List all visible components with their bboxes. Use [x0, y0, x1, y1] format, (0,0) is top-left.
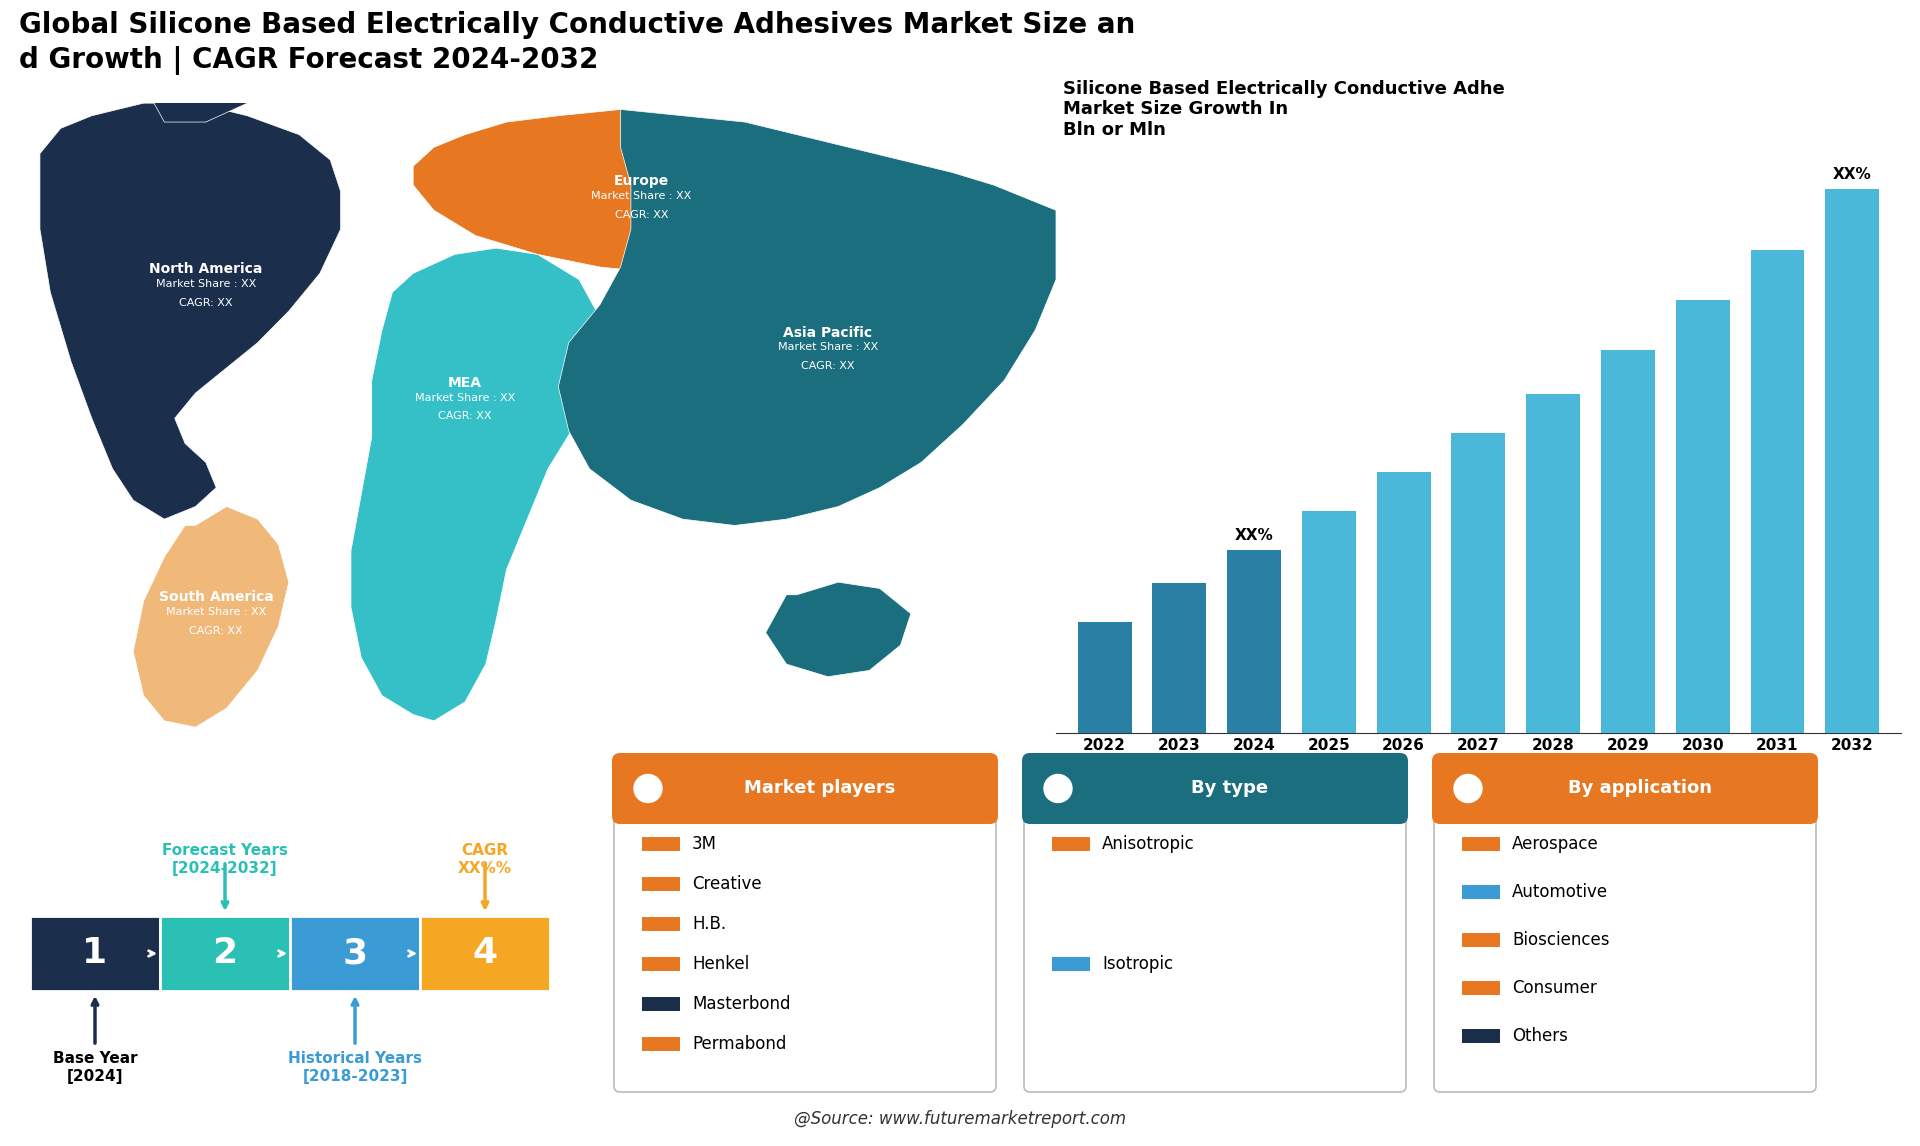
- Text: Asia Pacific: Asia Pacific: [783, 325, 872, 339]
- FancyBboxPatch shape: [641, 877, 680, 890]
- Text: 1: 1: [83, 936, 108, 971]
- FancyBboxPatch shape: [641, 1037, 680, 1051]
- Bar: [1826, 189, 1880, 733]
- Text: Isotropic: Isotropic: [1102, 955, 1173, 973]
- Bar: [1377, 472, 1430, 733]
- Text: Market Share : XX: Market Share : XX: [778, 343, 877, 352]
- Text: Europe: Europe: [614, 174, 668, 188]
- FancyBboxPatch shape: [1461, 885, 1500, 898]
- Text: By type: By type: [1192, 779, 1269, 798]
- FancyBboxPatch shape: [1461, 837, 1500, 851]
- FancyBboxPatch shape: [159, 916, 290, 991]
- Text: Others: Others: [1513, 1027, 1569, 1045]
- Text: Forecast Years: Forecast Years: [161, 843, 288, 858]
- FancyBboxPatch shape: [641, 997, 680, 1011]
- Text: Henkel: Henkel: [691, 955, 749, 973]
- FancyBboxPatch shape: [641, 917, 680, 931]
- FancyBboxPatch shape: [1021, 753, 1407, 824]
- Text: Historical Years: Historical Years: [288, 1051, 422, 1066]
- Text: Masterbond: Masterbond: [691, 995, 791, 1013]
- Polygon shape: [132, 507, 288, 728]
- Text: North America: North America: [150, 262, 263, 276]
- Bar: [1526, 394, 1580, 733]
- Text: CAGR: XX: CAGR: XX: [801, 361, 854, 371]
- Bar: [1152, 583, 1206, 733]
- FancyBboxPatch shape: [612, 753, 998, 824]
- FancyBboxPatch shape: [1461, 933, 1500, 947]
- FancyBboxPatch shape: [1461, 981, 1500, 995]
- Bar: [1302, 511, 1356, 733]
- Text: 2: 2: [213, 936, 238, 971]
- Bar: [1227, 550, 1281, 733]
- FancyBboxPatch shape: [1052, 837, 1091, 851]
- Text: 4: 4: [472, 936, 497, 971]
- Text: Biosciences: Biosciences: [1513, 931, 1609, 949]
- Bar: [1751, 250, 1805, 733]
- Text: CAGR: CAGR: [461, 843, 509, 858]
- Text: XX%%: XX%%: [459, 861, 513, 876]
- FancyBboxPatch shape: [614, 810, 996, 1092]
- FancyBboxPatch shape: [290, 916, 420, 991]
- Text: Automotive: Automotive: [1513, 882, 1609, 901]
- Text: South America: South America: [159, 590, 273, 604]
- Text: CAGR: XX: CAGR: XX: [438, 411, 492, 422]
- Text: Consumer: Consumer: [1513, 979, 1597, 997]
- Circle shape: [1453, 775, 1482, 802]
- Polygon shape: [413, 109, 879, 273]
- Text: Base Year: Base Year: [52, 1051, 138, 1066]
- Text: By application: By application: [1569, 779, 1713, 798]
- Bar: [1077, 622, 1131, 733]
- Text: [2024-2032]: [2024-2032]: [173, 861, 278, 876]
- Polygon shape: [766, 582, 910, 676]
- Text: [2024]: [2024]: [67, 1069, 123, 1084]
- Bar: [1452, 433, 1505, 733]
- Text: XX%: XX%: [1235, 528, 1273, 543]
- FancyBboxPatch shape: [1432, 753, 1818, 824]
- Text: CAGR: XX: CAGR: XX: [614, 210, 668, 220]
- Text: [2018-2023]: [2018-2023]: [301, 1069, 407, 1084]
- FancyBboxPatch shape: [1434, 810, 1816, 1092]
- Text: XX%: XX%: [1834, 167, 1872, 182]
- FancyBboxPatch shape: [641, 957, 680, 971]
- Text: Market Share : XX: Market Share : XX: [415, 393, 515, 402]
- FancyBboxPatch shape: [31, 916, 159, 991]
- Bar: [1676, 300, 1730, 733]
- Bar: [1601, 350, 1655, 733]
- Text: H.B.: H.B.: [691, 915, 726, 933]
- Text: 3: 3: [342, 936, 367, 971]
- FancyBboxPatch shape: [420, 916, 549, 991]
- FancyBboxPatch shape: [641, 837, 680, 851]
- Text: Market Share : XX: Market Share : XX: [156, 280, 255, 289]
- Polygon shape: [559, 109, 1056, 525]
- Polygon shape: [40, 103, 340, 519]
- FancyBboxPatch shape: [1023, 810, 1405, 1092]
- Text: Silicone Based Electrically Conductive Adhe
Market Size Growth In
Bln or Mln: Silicone Based Electrically Conductive A…: [1064, 80, 1505, 140]
- Text: Aerospace: Aerospace: [1513, 835, 1599, 853]
- Circle shape: [634, 775, 662, 802]
- Text: Market Share : XX: Market Share : XX: [591, 191, 691, 201]
- Text: Permabond: Permabond: [691, 1035, 787, 1053]
- Text: Market players: Market players: [745, 779, 897, 798]
- Text: @Source: www.futuremarketreport.com: @Source: www.futuremarketreport.com: [795, 1110, 1125, 1128]
- FancyBboxPatch shape: [1052, 957, 1091, 971]
- Polygon shape: [351, 248, 599, 721]
- FancyBboxPatch shape: [1461, 1029, 1500, 1043]
- Text: MEA: MEA: [447, 376, 482, 390]
- Polygon shape: [154, 84, 248, 121]
- Text: Global Silicone Based Electrically Conductive Adhesives Market Size an
d Growth : Global Silicone Based Electrically Condu…: [19, 11, 1135, 74]
- Text: Market Share : XX: Market Share : XX: [165, 607, 267, 617]
- Text: CAGR: XX: CAGR: XX: [179, 298, 232, 308]
- Text: 3M: 3M: [691, 835, 716, 853]
- Text: Creative: Creative: [691, 876, 762, 893]
- Text: CAGR: XX: CAGR: XX: [190, 626, 244, 636]
- Circle shape: [1044, 775, 1071, 802]
- Text: Anisotropic: Anisotropic: [1102, 835, 1194, 853]
